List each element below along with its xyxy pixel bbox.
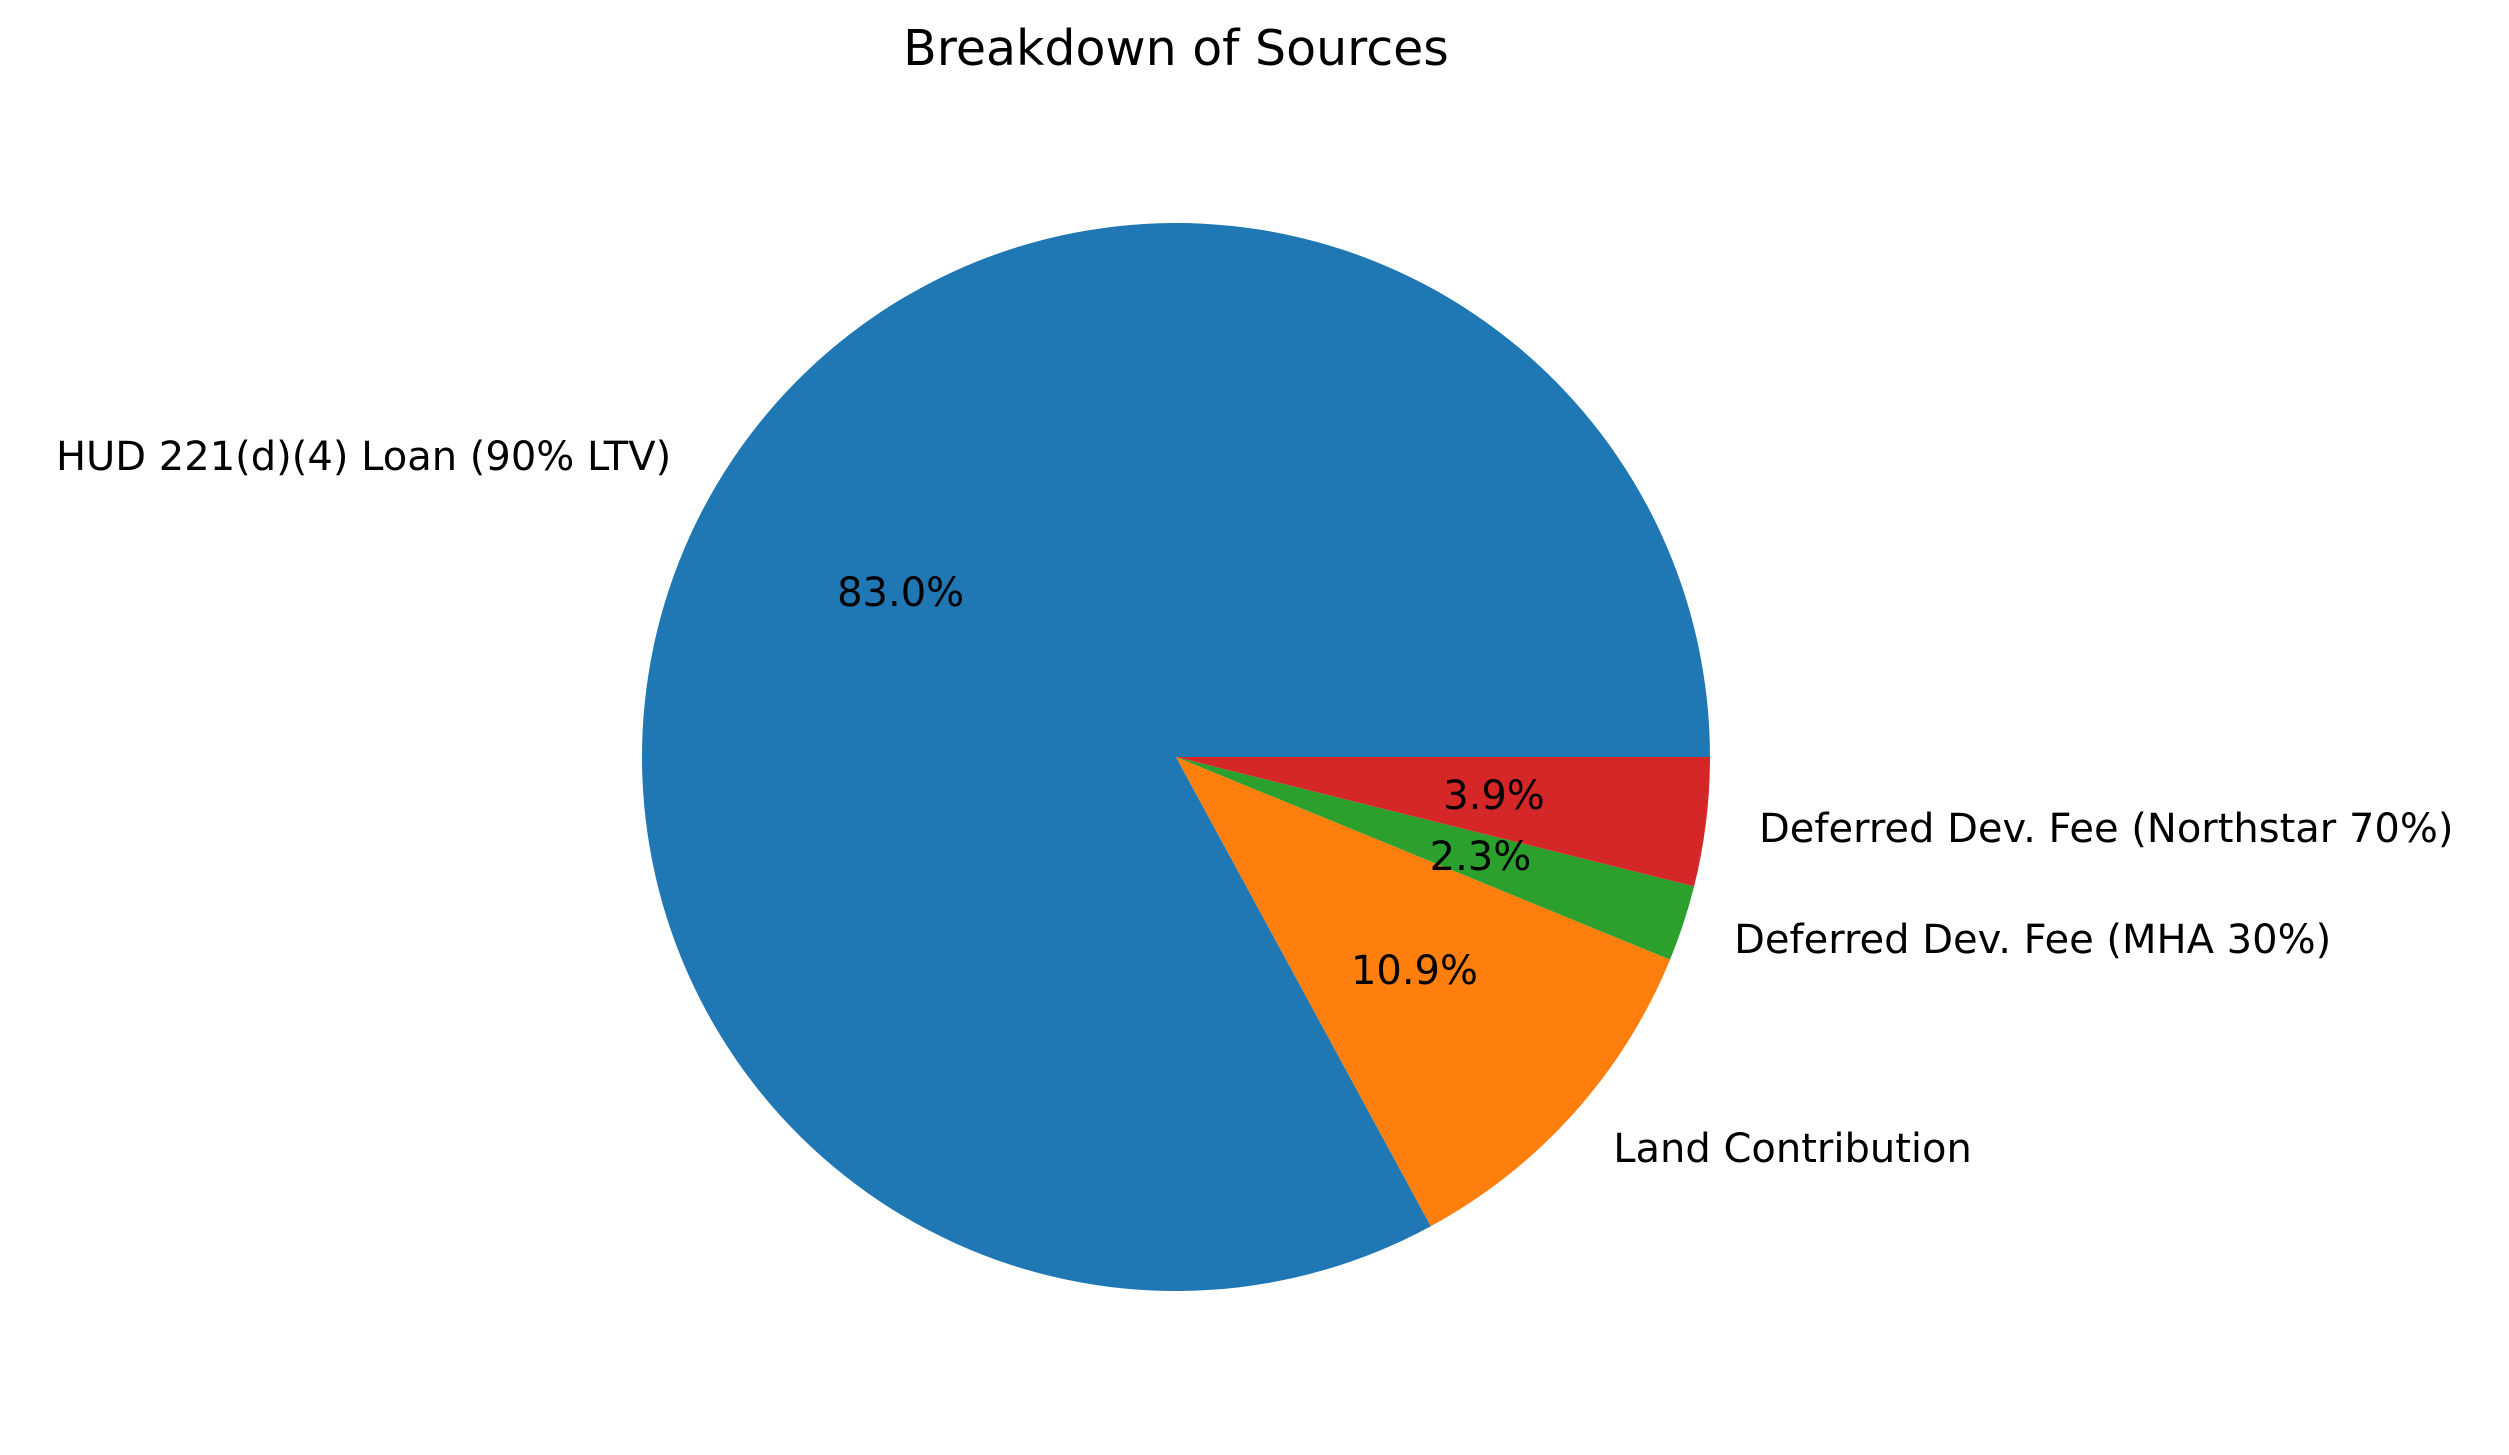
chart-title: Breakdown of Sources <box>903 20 1449 77</box>
pie-slice-0 <box>642 223 1710 1292</box>
pie-slice-3 <box>1176 757 1710 887</box>
pie-slice-2 <box>1176 757 1695 960</box>
pie-slice-1 <box>1176 757 1671 1227</box>
